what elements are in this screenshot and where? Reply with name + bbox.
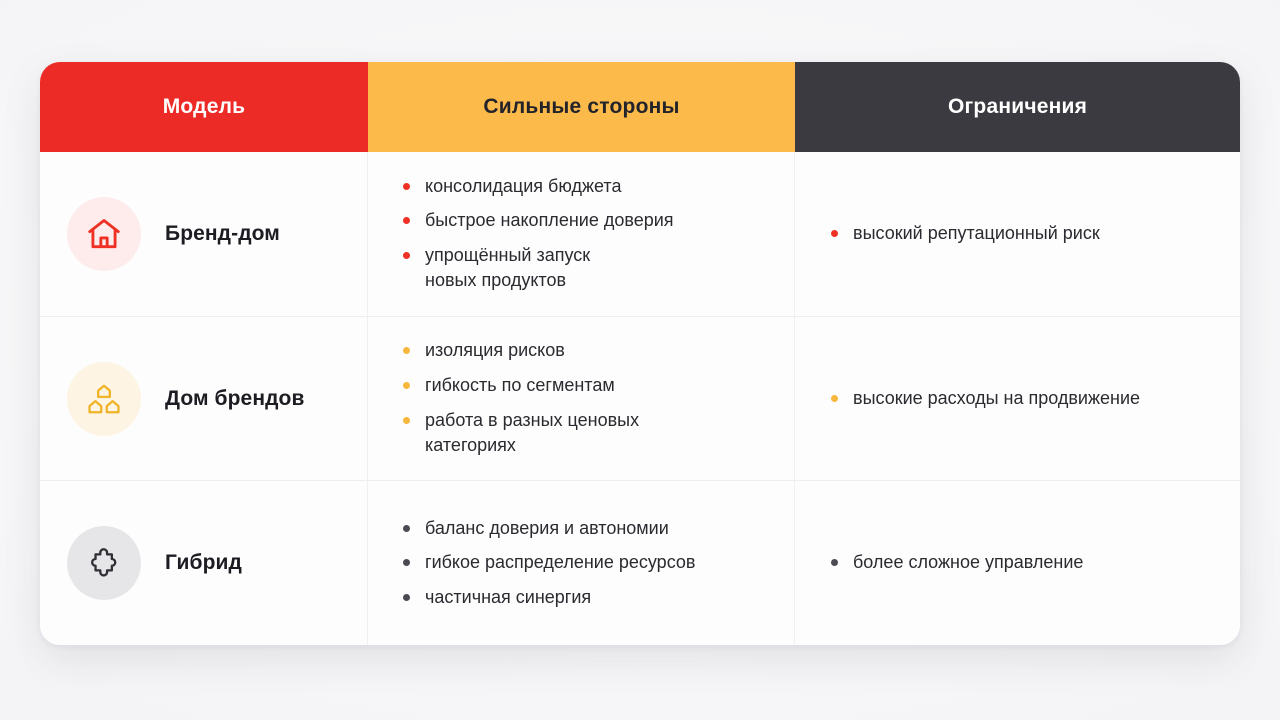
list-item: быстрое накопление доверия [403, 208, 776, 234]
table-body: Бренд-дом консолидация бюджета быстрое н… [40, 152, 1240, 645]
puzzle-piece-icon [67, 526, 141, 601]
list-item: более сложное управление [831, 550, 1216, 576]
strengths-list: изоляция рисков гибкость по сегментам ра… [403, 338, 776, 458]
list-item: упрощённый запуск новых продуктов [403, 243, 776, 294]
limitations-list: высокий репутационный риск [831, 221, 1216, 247]
list-item: частичная синергия [403, 585, 776, 611]
column-header-model: Модель [40, 62, 368, 152]
table-row: Бренд-дом консолидация бюджета быстрое н… [40, 152, 1240, 316]
table-header-row: Модель Сильные стороны Ограничения [40, 62, 1240, 152]
cell-limitations: более сложное управление [795, 481, 1240, 645]
list-item: работа в разных ценовых категориях [403, 408, 776, 459]
cell-strengths: консолидация бюджета быстрое накопление … [368, 152, 795, 316]
limitations-list: более сложное управление [831, 550, 1216, 576]
list-item: гибкое распределение ресурсов [403, 550, 776, 576]
table-row: Гибрид баланс доверия и автономии гибкое… [40, 480, 1240, 645]
table-row: Дом брендов изоляция рисков гибкость по … [40, 315, 1240, 481]
list-item: изоляция рисков [403, 338, 776, 364]
column-header-strengths: Сильные стороны [368, 62, 795, 152]
list-item: высокий репутационный риск [831, 221, 1216, 247]
cell-limitations: высокий репутационный риск [795, 152, 1240, 316]
list-item: высокие расходы на продвижение [831, 386, 1216, 412]
three-houses-icon [67, 361, 141, 436]
model-name-label: Дом брендов [165, 386, 305, 410]
list-item: баланс доверия и автономии [403, 516, 776, 542]
model-name-label: Гибрид [165, 551, 242, 575]
limitations-list: высокие расходы на продвижение [831, 386, 1216, 412]
cell-strengths: изоляция рисков гибкость по сегментам ра… [368, 316, 795, 481]
cell-model: Дом брендов [40, 316, 368, 481]
strengths-list: консолидация бюджета быстрое накопление … [403, 174, 776, 294]
strengths-list: баланс доверия и автономии гибкое распре… [403, 516, 776, 611]
house-icon [67, 196, 141, 271]
comparison-table-card: Модель Сильные стороны Ограничения Бренд… [40, 62, 1240, 645]
cell-model: Гибрид [40, 481, 368, 645]
list-item: гибкость по сегментам [403, 373, 776, 399]
cell-limitations: высокие расходы на продвижение [795, 317, 1240, 481]
model-name-label: Бренд-дом [165, 221, 280, 245]
list-item: консолидация бюджета [403, 174, 776, 200]
cell-model: Бренд-дом [40, 152, 368, 316]
column-header-limitations: Ограничения [795, 62, 1240, 152]
cell-strengths: баланс доверия и автономии гибкое распре… [368, 481, 795, 645]
